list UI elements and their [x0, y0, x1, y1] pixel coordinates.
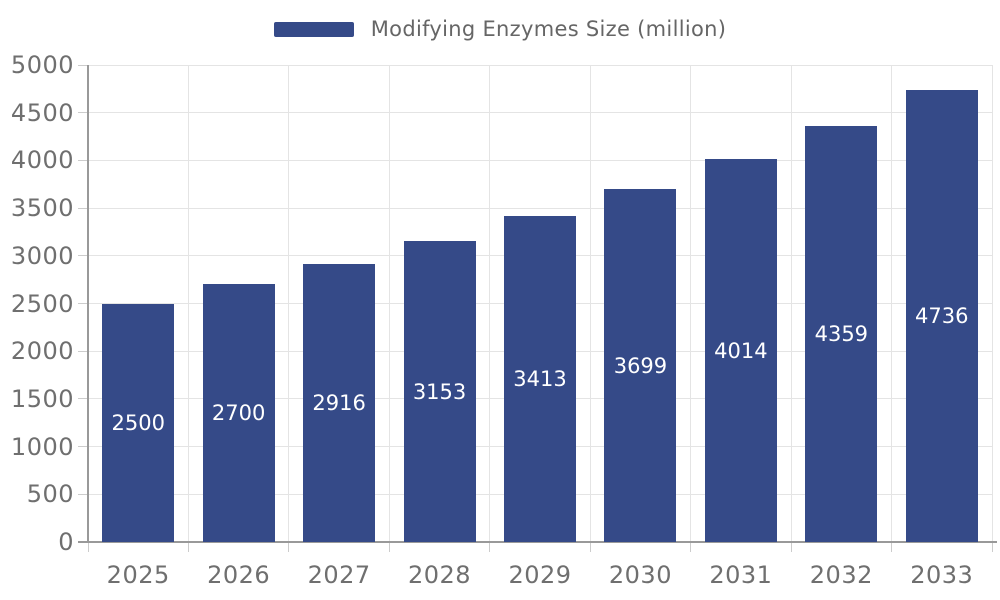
y-tick-label: 5000 — [10, 51, 74, 79]
bar-value-label: 2700 — [211, 401, 266, 426]
y-gridline — [88, 159, 992, 161]
bar-value-label: 2500 — [111, 410, 165, 435]
x-tick-label: 2028 — [408, 561, 472, 589]
y-tick-label: 4500 — [10, 98, 74, 127]
x-gridline — [891, 65, 893, 542]
y-tick — [78, 493, 88, 495]
y-tick-label: 4000 — [10, 146, 74, 175]
bar-value-label: 3699 — [613, 353, 668, 378]
x-tick-label: 2030 — [608, 561, 672, 589]
bar-value-label: 4014 — [714, 338, 768, 363]
x-tick — [690, 542, 692, 552]
legend-swatch[interactable] — [273, 21, 354, 37]
x-tick — [388, 542, 390, 552]
y-gridline — [88, 207, 992, 209]
bar-value-label: 4736 — [915, 304, 969, 329]
bar[interactable] — [504, 216, 576, 542]
x-gridline — [589, 65, 591, 542]
x-gridline — [489, 65, 491, 542]
legend[interactable]: Modifying Enzymes Size (million) — [0, 17, 1000, 41]
bar-value-label: 3413 — [513, 367, 567, 392]
x-tick-label: 2031 — [709, 561, 773, 589]
x-gridline — [187, 65, 189, 542]
x-tick-label: 2032 — [809, 561, 873, 589]
y-tick — [78, 255, 88, 257]
bar[interactable] — [102, 303, 175, 542]
bar-value-label: 3153 — [412, 379, 467, 404]
x-gridline — [690, 65, 692, 542]
x-tick-label: 2033 — [910, 561, 974, 589]
x-tick — [288, 542, 290, 552]
x-tick-label: 2025 — [106, 561, 170, 589]
x-tick — [790, 542, 792, 552]
x-tick-label: 2026 — [207, 561, 271, 589]
y-tick — [78, 446, 88, 448]
y-tick-label: 1000 — [10, 432, 74, 461]
x-gridline — [388, 65, 390, 542]
y-gridline — [88, 64, 992, 66]
bar[interactable] — [704, 159, 777, 542]
x-tick — [489, 542, 491, 552]
y-axis-line — [87, 65, 89, 542]
y-tick-label: 3000 — [10, 241, 74, 270]
x-tick — [891, 542, 893, 552]
y-tick-label: 0 — [58, 528, 74, 556]
bar[interactable] — [604, 189, 677, 542]
y-tick — [78, 112, 88, 114]
y-tick-label: 2000 — [10, 337, 74, 366]
bar-value-label: 4359 — [814, 322, 869, 347]
x-gridline — [790, 65, 792, 542]
y-tick — [78, 350, 88, 352]
x-tick — [87, 542, 89, 552]
x-gridline — [288, 65, 290, 542]
y-tick — [78, 64, 88, 66]
x-gridline — [991, 65, 993, 542]
bar-value-label: 2916 — [312, 390, 366, 415]
x-tick — [991, 542, 993, 552]
y-tick — [78, 159, 88, 161]
y-tick-label: 2500 — [10, 289, 74, 318]
y-tick — [78, 207, 88, 209]
y-gridline — [88, 112, 992, 114]
bar[interactable] — [805, 126, 878, 542]
x-tick-label: 2027 — [307, 561, 371, 589]
x-tick-label: 2029 — [508, 561, 572, 589]
bar[interactable] — [403, 241, 476, 542]
x-tick — [187, 542, 189, 552]
bar[interactable] — [303, 263, 376, 542]
y-tick-label: 3500 — [10, 194, 74, 223]
bar[interactable] — [905, 90, 978, 542]
bar[interactable] — [202, 284, 275, 542]
legend-label[interactable]: Modifying Enzymes Size (million) — [370, 17, 727, 41]
y-tick-label: 500 — [26, 480, 74, 509]
y-tick — [78, 303, 88, 304]
y-tick — [78, 398, 88, 400]
y-tick-label: 1500 — [10, 384, 74, 413]
x-axis-line — [78, 541, 997, 543]
x-tick — [589, 542, 591, 552]
